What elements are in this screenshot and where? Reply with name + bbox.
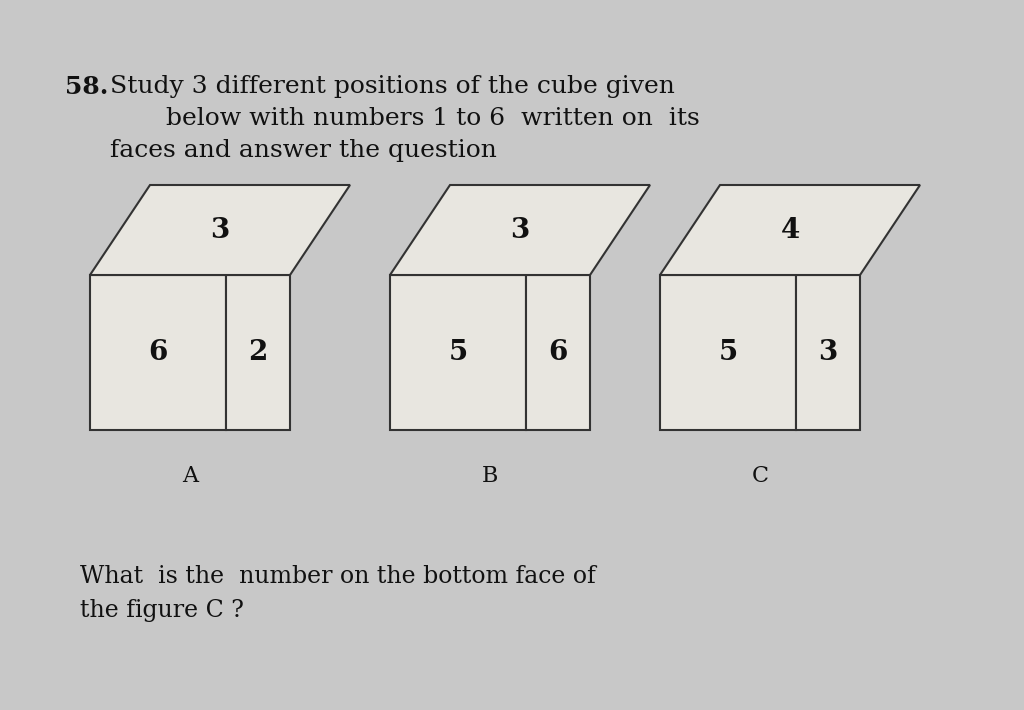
Text: A: A — [182, 465, 198, 487]
Text: 4: 4 — [780, 217, 800, 244]
Polygon shape — [90, 185, 350, 275]
Text: What  is the  number on the bottom face of
the figure C ?: What is the number on the bottom face of… — [80, 565, 596, 622]
Polygon shape — [390, 275, 526, 430]
Text: 3: 3 — [210, 217, 229, 244]
Polygon shape — [660, 275, 796, 430]
Text: 5: 5 — [719, 339, 737, 366]
Text: 3: 3 — [510, 217, 529, 244]
Text: Study 3 different positions of the cube given
       below with numbers 1 to 6  : Study 3 different positions of the cube … — [110, 75, 699, 162]
Text: C: C — [752, 465, 768, 487]
Text: B: B — [482, 465, 499, 487]
Text: 6: 6 — [148, 339, 168, 366]
Text: 3: 3 — [818, 339, 838, 366]
Polygon shape — [390, 185, 650, 275]
Text: 58.: 58. — [65, 75, 109, 99]
Polygon shape — [796, 275, 860, 430]
Polygon shape — [226, 275, 290, 430]
Polygon shape — [526, 275, 590, 430]
Text: 5: 5 — [449, 339, 468, 366]
Text: 2: 2 — [248, 339, 267, 366]
Text: 6: 6 — [548, 339, 567, 366]
Polygon shape — [90, 275, 226, 430]
Polygon shape — [660, 185, 920, 275]
